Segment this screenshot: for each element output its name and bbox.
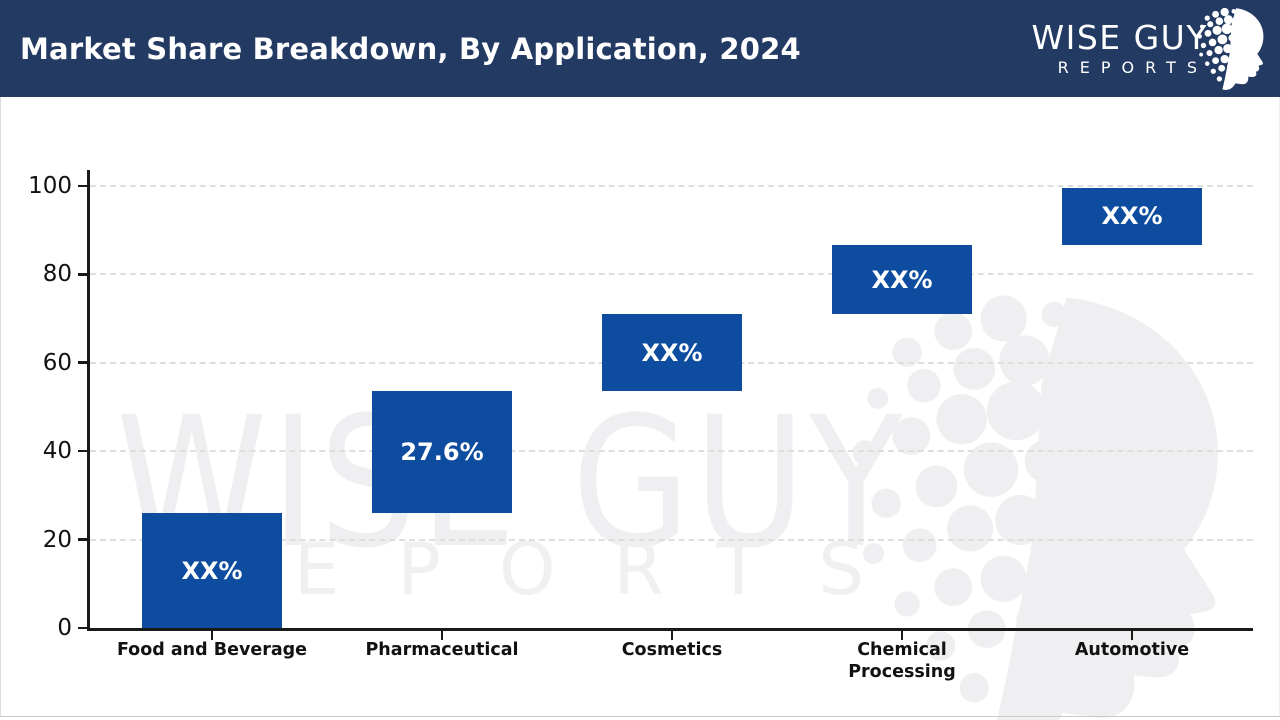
x-tick-label: Automotive [1074,640,1190,660]
gridline-20 [90,538,1253,541]
y-axis-line [87,170,90,631]
x-axis-tick [900,631,904,640]
bar-food-and-beverage: XX% [142,513,282,628]
gridline-40 [90,450,1253,453]
y-tick-label: 0 [57,615,72,641]
y-axis-tick [78,538,87,541]
bottom-border-line [0,716,1280,717]
y-axis-tick [78,449,87,453]
y-tick-label: 40 [42,438,72,465]
x-axis-tick [670,631,674,640]
x-tick-label: Cosmetics [621,640,723,660]
gridline-100 [90,184,1253,187]
y-tick-label: 60 [42,349,72,376]
logo-reports-label: REPORTS [1057,57,1208,77]
watermark-reports-text: REPORTS [186,527,923,611]
x-tick-label: Chemical Processing [848,640,956,682]
chart-title: Market Share Breakdown, By Application, … [20,31,801,66]
bar-value-label: 27.6% [400,438,484,467]
x-axis-line [87,628,1253,631]
bar-chemical-processing: XX% [832,245,972,315]
y-axis-tick [78,361,87,364]
bar-value-label: XX% [1101,202,1163,231]
logo-wiseguy-label: WISE GUY [1031,18,1208,58]
x-axis-tick [210,631,214,640]
bar-value-label: XX% [641,338,703,367]
y-axis-tick [78,626,87,630]
wise-guy-logo: WISE GUY REPORTS [1031,6,1268,91]
logo-face-icon [1197,7,1264,90]
y-tick-label: 100 [28,172,72,199]
x-tick-label: Food and Beverage [116,640,308,660]
header-bar: Market Share Breakdown, By Application, … [0,0,1280,97]
y-axis-tick [78,273,87,276]
bar-automotive: XX% [1062,187,1202,246]
gridline-80 [90,273,1253,276]
y-axis-tick [78,184,87,188]
x-axis-tick [440,631,444,640]
bar-value-label: XX% [181,556,243,585]
x-tick-label: Pharmaceutical [365,640,519,660]
logo-text: WISE GUY REPORTS [1031,18,1208,77]
bar-pharmaceutical: 27.6% [372,391,512,514]
x-axis-tick [1130,631,1134,640]
bar-value-label: XX% [871,265,933,294]
bar-cosmetics: XX% [602,314,742,392]
y-tick-label: 80 [42,261,72,288]
y-tick-label: 20 [42,526,72,553]
